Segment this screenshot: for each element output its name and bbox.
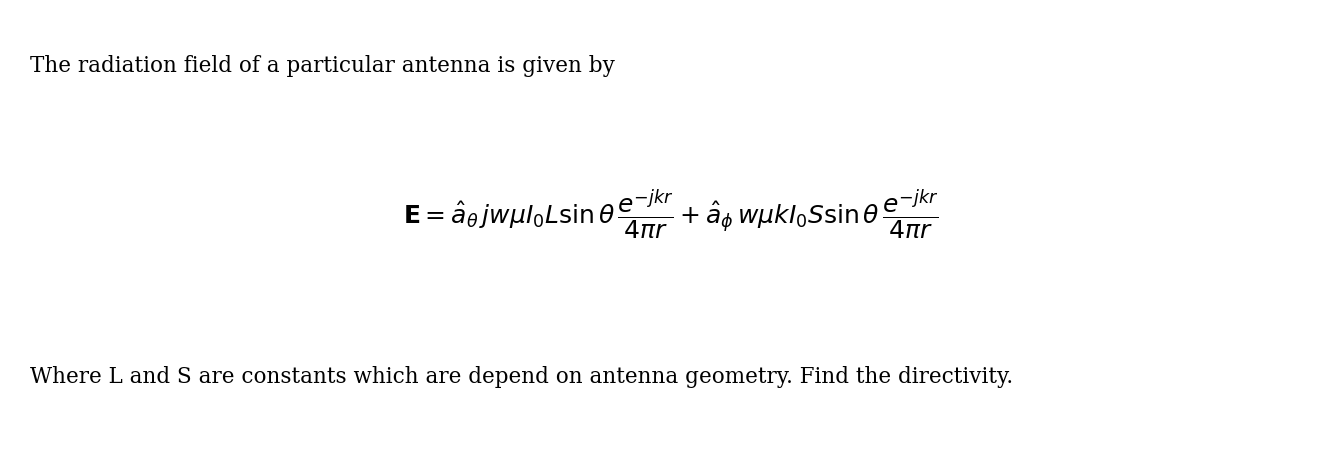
Text: $\mathbf{E} = \hat{a}_{\theta}\,jw\mu I_0 L \sin\theta\,\dfrac{e^{-jkr}}{4\pi r}: $\mathbf{E} = \hat{a}_{\theta}\,jw\mu I_… [402, 188, 939, 242]
Text: Where L and S are constants which are depend on antenna geometry. Find the direc: Where L and S are constants which are de… [30, 366, 1012, 388]
Text: The radiation field of a particular antenna is given by: The radiation field of a particular ante… [30, 55, 614, 77]
